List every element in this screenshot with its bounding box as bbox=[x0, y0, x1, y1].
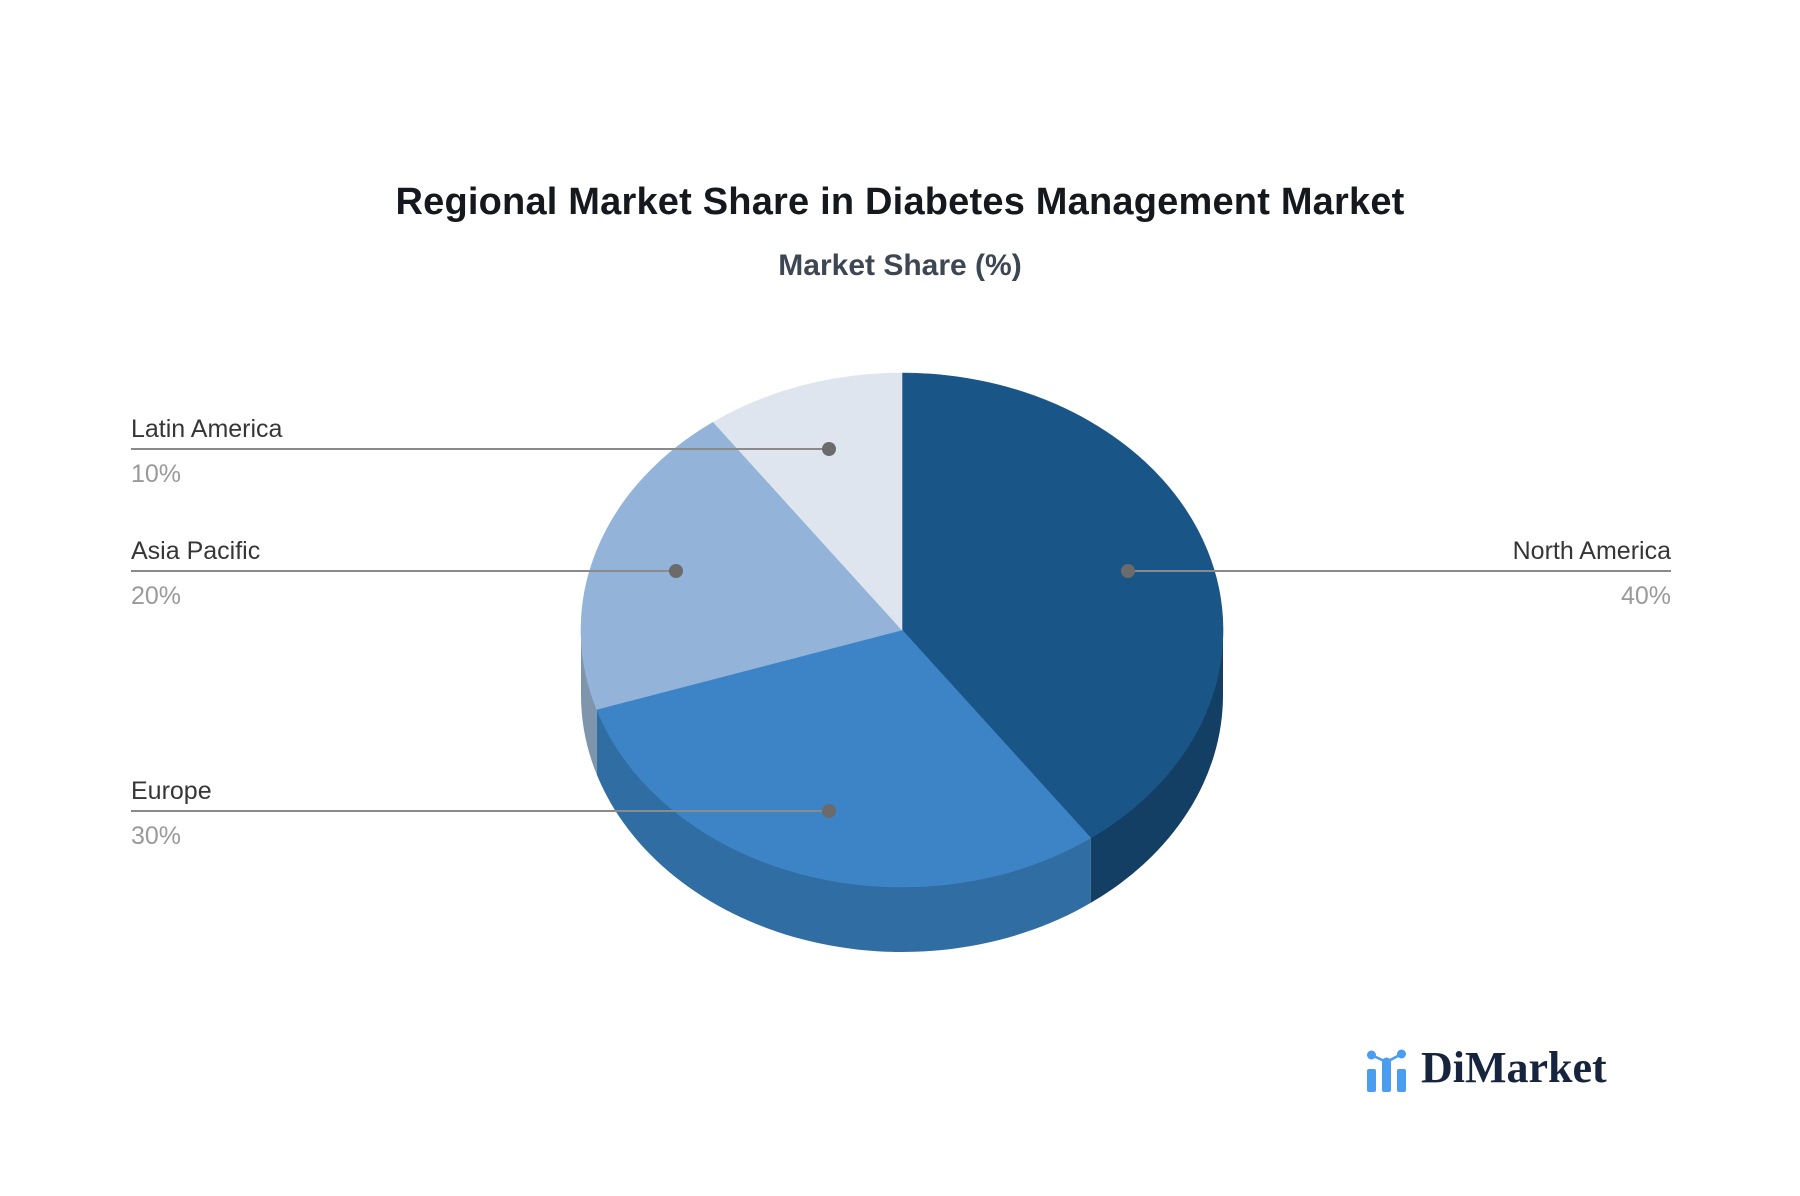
slice-value-north-america: 40% bbox=[1621, 582, 1671, 610]
slice-value-europe: 30% bbox=[131, 822, 181, 850]
chart-subtitle: Market Share (%) bbox=[778, 249, 1022, 282]
leader-dot-asia-pacific bbox=[669, 564, 683, 578]
bar-chart-logo-icon bbox=[1367, 1049, 1406, 1092]
slice-label-asia-pacific: Asia Pacific bbox=[131, 537, 260, 565]
leader-dot-europe bbox=[822, 804, 836, 818]
pie-slice-latin-america[interactable] bbox=[712, 372, 903, 631]
slice-value-latin-america: 10% bbox=[131, 460, 181, 488]
pie-slice-asia-pacific[interactable] bbox=[580, 421, 903, 710]
brand-logo: DiMarket bbox=[1367, 1040, 1607, 1092]
chart-title: Regional Market Share in Diabetes Manage… bbox=[395, 181, 1405, 223]
pie-rim-asia-pacific bbox=[581, 630, 597, 775]
pie-rim-north-america bbox=[1090, 630, 1223, 903]
brand-name: DiMarket bbox=[1421, 1043, 1607, 1092]
leader-dot-north-america bbox=[1121, 564, 1135, 578]
pie-slice-north-america[interactable] bbox=[901, 372, 1224, 839]
slice-label-north-america: North America bbox=[1513, 537, 1671, 565]
leader-dot-latin-america bbox=[822, 442, 836, 456]
slice-value-asia-pacific: 20% bbox=[131, 582, 181, 610]
pie-slice-europe[interactable] bbox=[596, 629, 1092, 888]
pie-rim-europe bbox=[596, 709, 1091, 952]
slice-label-europe: Europe bbox=[131, 777, 212, 805]
slice-label-latin-america: Latin America bbox=[131, 415, 283, 443]
